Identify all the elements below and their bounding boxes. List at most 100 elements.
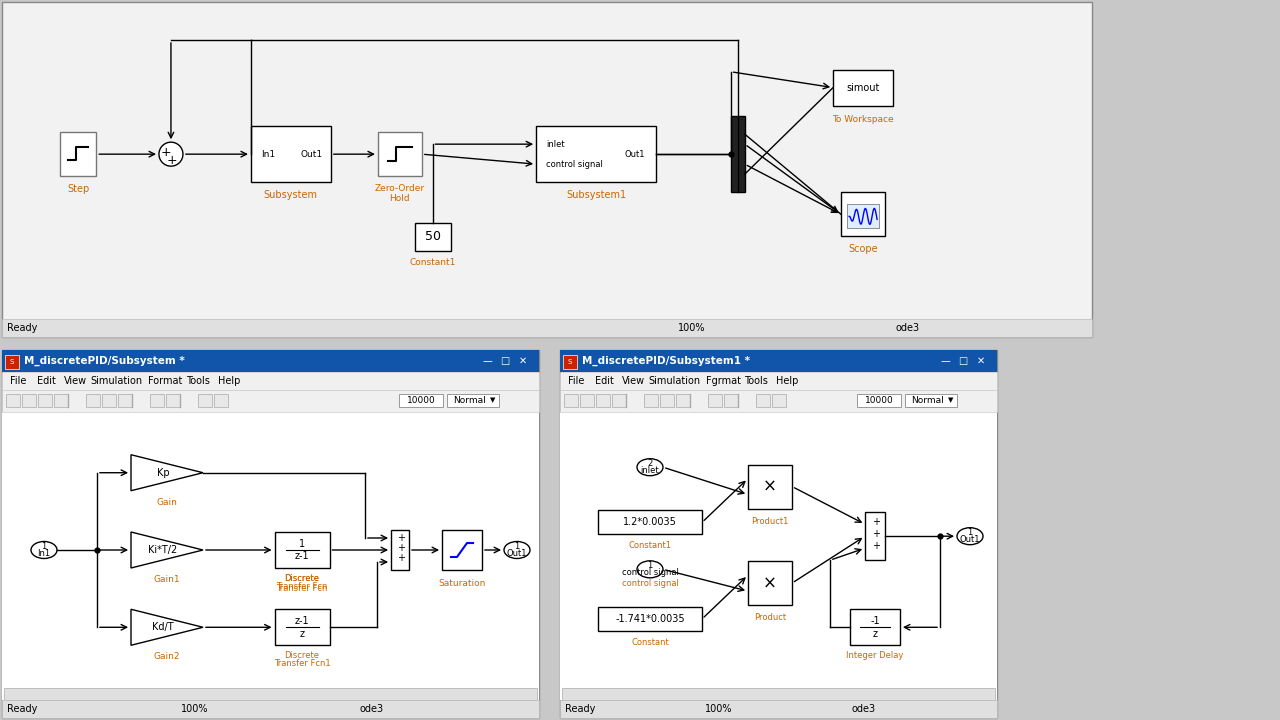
Bar <box>274 609 329 645</box>
Bar <box>3 319 1092 337</box>
Text: Format: Format <box>148 376 183 386</box>
Text: 100%: 100% <box>705 704 732 714</box>
Text: Fgrmat: Fgrmat <box>707 376 741 386</box>
Text: Out1: Out1 <box>301 150 323 158</box>
Bar <box>850 609 900 645</box>
Text: control signal: control signal <box>547 160 603 168</box>
Text: Transfer Fcn: Transfer Fcn <box>276 582 328 591</box>
Text: 1: 1 <box>648 562 653 570</box>
Text: Integer Delay: Integer Delay <box>846 652 904 660</box>
FancyBboxPatch shape <box>38 394 52 407</box>
Text: —: — <box>483 356 492 366</box>
Text: Tools: Tools <box>186 376 210 386</box>
FancyBboxPatch shape <box>150 394 164 407</box>
Bar <box>3 350 539 718</box>
Text: Zero-Order: Zero-Order <box>375 184 425 193</box>
FancyBboxPatch shape <box>676 394 690 407</box>
FancyBboxPatch shape <box>612 394 626 407</box>
Text: M_discretePID/Subsystem1 *: M_discretePID/Subsystem1 * <box>582 356 750 366</box>
Text: Constant1: Constant1 <box>410 258 456 266</box>
FancyBboxPatch shape <box>772 394 786 407</box>
Text: Normal: Normal <box>910 396 943 405</box>
Bar <box>598 607 701 631</box>
Text: 10000: 10000 <box>407 396 435 405</box>
Text: 100%: 100% <box>180 704 209 714</box>
Text: ✕: ✕ <box>977 356 986 366</box>
FancyBboxPatch shape <box>905 394 957 407</box>
Text: control signal: control signal <box>622 568 678 577</box>
Text: 1: 1 <box>300 539 305 549</box>
Text: Subsystem1: Subsystem1 <box>566 190 626 200</box>
FancyBboxPatch shape <box>166 394 180 407</box>
Text: ▼: ▼ <box>948 397 954 403</box>
Text: ×: × <box>763 477 777 495</box>
Text: In1: In1 <box>37 549 51 558</box>
Text: Product: Product <box>754 613 786 622</box>
FancyBboxPatch shape <box>118 394 132 407</box>
Text: Discrete: Discrete <box>284 652 320 660</box>
Text: Edit: Edit <box>595 376 613 386</box>
Text: ×: × <box>763 574 777 592</box>
Text: 1: 1 <box>41 542 46 551</box>
FancyBboxPatch shape <box>596 394 611 407</box>
Bar <box>251 126 330 182</box>
FancyBboxPatch shape <box>102 394 116 407</box>
Text: Gain: Gain <box>156 498 178 507</box>
Bar <box>3 350 539 372</box>
Bar <box>442 530 483 570</box>
FancyBboxPatch shape <box>6 394 20 407</box>
Text: 1: 1 <box>515 542 520 551</box>
FancyBboxPatch shape <box>724 394 739 407</box>
Bar <box>561 372 997 390</box>
Text: □: □ <box>500 356 509 366</box>
FancyBboxPatch shape <box>580 394 594 407</box>
Bar <box>731 116 745 192</box>
Bar <box>833 70 893 106</box>
Text: simout: simout <box>846 83 879 93</box>
Text: □: □ <box>959 356 968 366</box>
Text: Gain2: Gain2 <box>154 652 180 661</box>
Bar <box>561 412 997 700</box>
Bar <box>561 350 997 718</box>
Bar <box>390 530 410 570</box>
Text: Simulation: Simulation <box>91 376 142 386</box>
Bar <box>378 132 422 176</box>
Text: Hold: Hold <box>389 194 410 203</box>
Text: +: + <box>872 517 881 527</box>
Bar <box>3 700 539 718</box>
Text: 10000: 10000 <box>864 396 893 405</box>
Polygon shape <box>131 455 204 491</box>
Text: Ready: Ready <box>564 704 595 714</box>
FancyBboxPatch shape <box>214 394 228 407</box>
Text: z-1: z-1 <box>294 616 310 626</box>
Text: S: S <box>568 359 572 365</box>
Ellipse shape <box>637 561 663 578</box>
FancyBboxPatch shape <box>54 394 68 407</box>
Bar <box>3 2 1092 337</box>
Text: Out1: Out1 <box>507 549 527 558</box>
Text: inlet: inlet <box>547 140 564 148</box>
Text: +: + <box>397 533 404 543</box>
Ellipse shape <box>504 541 530 559</box>
Text: Ready: Ready <box>6 323 37 333</box>
Bar <box>3 390 539 412</box>
Text: To Workspace: To Workspace <box>832 114 893 124</box>
Text: control signal: control signal <box>622 580 678 588</box>
Text: -1.741*0.0035: -1.741*0.0035 <box>616 614 685 624</box>
Text: 1: 1 <box>968 528 973 537</box>
Ellipse shape <box>31 541 58 559</box>
Bar <box>563 355 577 369</box>
Text: ✕: ✕ <box>518 356 527 366</box>
Text: Constant: Constant <box>631 638 669 647</box>
Text: M_discretePID/Subsystem *: M_discretePID/Subsystem * <box>24 356 184 366</box>
FancyBboxPatch shape <box>399 394 443 407</box>
Text: Simulation: Simulation <box>649 376 700 386</box>
Polygon shape <box>131 532 204 568</box>
Text: Ready: Ready <box>6 704 37 714</box>
Text: +: + <box>160 145 172 158</box>
Text: Tools: Tools <box>744 376 768 386</box>
Text: Out1: Out1 <box>625 150 645 158</box>
Text: 2: 2 <box>648 459 653 468</box>
Text: View: View <box>64 376 87 386</box>
Text: +: + <box>397 553 404 563</box>
